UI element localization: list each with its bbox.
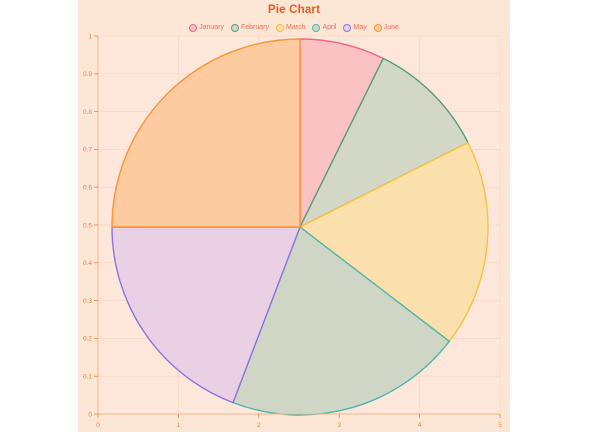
legend-swatch-icon	[189, 24, 198, 32]
pie-slice-february[interactable]	[299, 57, 469, 228]
legend-item-label: May	[353, 24, 367, 31]
legend-item-label: June	[383, 24, 399, 31]
legend-swatch-icon	[373, 24, 382, 32]
legend-item-label: March	[286, 24, 306, 31]
plot-svg: 0 0.1 0.2 0.3 0.4 0.5 0.6 0.7 0.8 0.9 1 0 1 2 3 4 5	[83, 33, 502, 429]
legend-item-june[interactable]: June	[373, 24, 399, 32]
pie-slice-may[interactable]	[111, 226, 301, 404]
legend-item-label: February	[241, 24, 270, 31]
legend-item-february[interactable]: February	[231, 24, 269, 32]
pie-slice-april[interactable]	[232, 226, 450, 416]
x-tick-label: 2	[257, 422, 261, 429]
y-tick-label: 0.7	[83, 147, 92, 154]
legend-swatch-icon	[276, 24, 285, 32]
legend: January February March April May June	[78, 24, 510, 32]
y-tick-label: 0.3	[83, 298, 92, 305]
legend-swatch-icon	[231, 24, 239, 32]
chart-title: Pie Chart	[267, 4, 321, 16]
y-tick-label: 0.2	[83, 336, 92, 343]
legend-item-january[interactable]: January	[189, 24, 224, 32]
pie-slice-march[interactable]	[299, 142, 489, 342]
chart-card: Pie Chart January February March April May Ju…	[78, 0, 510, 432]
legend-swatch-icon	[312, 24, 321, 32]
pie-slice-june[interactable]	[111, 38, 301, 228]
legend-item-label: April	[322, 24, 337, 31]
y-tick-label: 1	[88, 33, 92, 40]
x-tick-label: 3	[337, 422, 341, 429]
x-tick-label: 0	[96, 422, 100, 429]
y-tick-label: 0.4	[83, 260, 92, 267]
y-tick-label: 0.1	[83, 374, 92, 381]
y-tick-label: 0.6	[83, 185, 92, 192]
x-tick-label: 5	[498, 422, 502, 429]
legend-item-may[interactable]: May	[343, 24, 367, 32]
legend-item-march[interactable]: March	[276, 24, 305, 32]
x-tick-label: 4	[418, 422, 422, 429]
y-tick-label: 0.8	[83, 109, 92, 116]
y-tick-label: 0.5	[83, 222, 92, 229]
legend-swatch-icon	[343, 24, 352, 32]
x-tick-label: 1	[177, 422, 181, 429]
y-tick-label: 0.9	[83, 71, 92, 78]
legend-item-april[interactable]: April	[312, 24, 336, 32]
y-tick-label: 0	[88, 411, 92, 418]
legend-item-label: January	[199, 24, 224, 31]
